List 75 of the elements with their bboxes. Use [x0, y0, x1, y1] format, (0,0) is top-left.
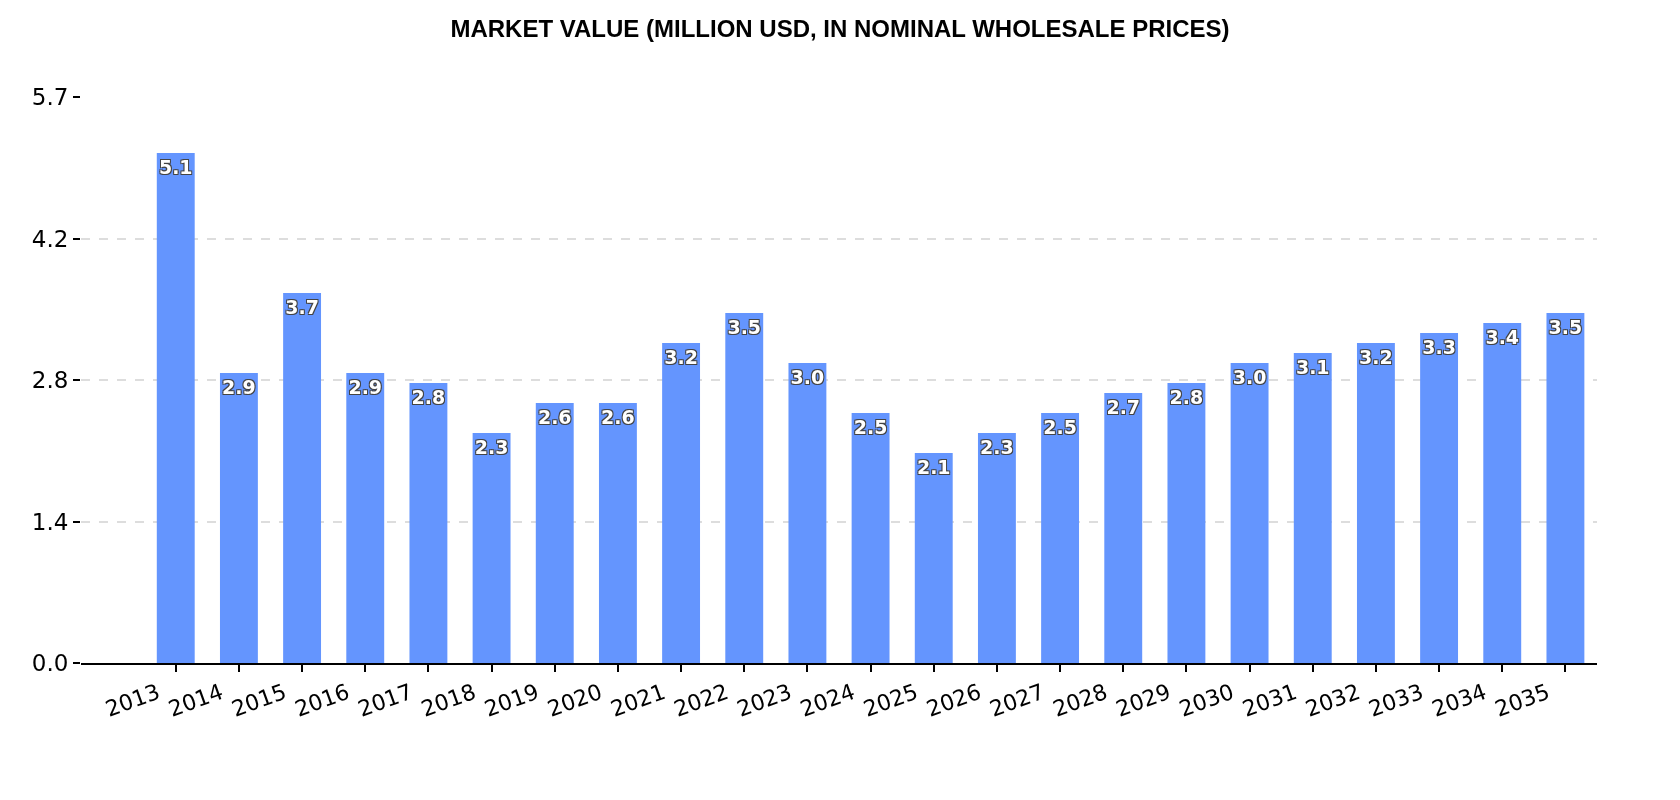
bar — [788, 363, 827, 663]
bar — [1356, 343, 1395, 663]
x-tick-label: 2024 — [796, 678, 859, 722]
bar — [156, 153, 195, 663]
bar — [1041, 413, 1080, 663]
data-label: 2.9 — [348, 376, 383, 398]
data-label: 3.4 — [1485, 326, 1520, 348]
data-label: 3.7 — [285, 296, 319, 318]
x-tick-label: 2025 — [860, 678, 922, 722]
x-tick-label: 2013 — [102, 678, 164, 722]
data-label: 3.0 — [1232, 366, 1267, 388]
bar — [1230, 363, 1269, 663]
x-tick-label: 2021 — [607, 678, 669, 722]
bar — [1546, 313, 1585, 663]
bar — [1483, 323, 1522, 663]
bar — [346, 373, 385, 663]
bar — [598, 403, 637, 663]
x-tick-label: 2015 — [228, 678, 290, 722]
data-label: 3.3 — [1422, 336, 1456, 358]
x-tick-label: 2028 — [1049, 678, 1111, 722]
data-label: 3.2 — [664, 346, 698, 368]
data-label: 2.1 — [916, 456, 951, 478]
x-tick-label: 2035 — [1491, 678, 1553, 722]
x-tick-label: 2030 — [1175, 678, 1238, 722]
y-tick-label: 1.4 — [31, 508, 69, 535]
bar — [283, 293, 322, 663]
x-tick-label: 2031 — [1239, 678, 1301, 722]
x-tick-label: 2017 — [354, 678, 416, 722]
x-tick-label: 2016 — [291, 678, 353, 722]
data-label: 5.1 — [158, 156, 193, 178]
x-tick-label: 2023 — [733, 678, 795, 722]
y-tick-label: 5.7 — [31, 84, 69, 111]
bar — [1420, 333, 1459, 663]
data-label: 2.6 — [537, 406, 572, 428]
x-tick-label: 2027 — [986, 678, 1048, 722]
data-label: 3.1 — [1295, 356, 1330, 378]
bar — [914, 453, 953, 663]
data-label: 2.9 — [222, 376, 256, 398]
x-tick-label: 2032 — [1302, 678, 1364, 722]
bar — [977, 433, 1016, 663]
bar — [851, 413, 890, 663]
bar — [1167, 383, 1206, 663]
chart-title: MARKET VALUE (MILLION USD, IN NOMINAL WHOLESALE PRICES) — [450, 14, 1230, 42]
x-tick-label: 2034 — [1428, 678, 1490, 722]
x-tick-label: 2019 — [481, 678, 543, 722]
data-label: 3.5 — [727, 316, 762, 338]
x-tick-label: 2033 — [1365, 678, 1427, 722]
y-tick-label: 4.2 — [31, 225, 69, 252]
data-label: 2.8 — [1169, 386, 1204, 408]
x-tick-label: 2026 — [923, 678, 985, 722]
bar — [219, 373, 258, 663]
data-label: 2.3 — [474, 436, 509, 458]
data-label: 2.3 — [980, 436, 1014, 458]
bar — [662, 343, 701, 663]
bar — [1293, 353, 1332, 663]
bar — [472, 433, 511, 663]
data-label: 2.5 — [1043, 416, 1077, 438]
y-tick-label: 0.0 — [31, 650, 69, 677]
x-tick-label: 2014 — [165, 678, 227, 722]
bar — [409, 383, 448, 663]
data-label: 2.7 — [1106, 396, 1141, 418]
data-label: 3.0 — [790, 366, 825, 388]
x-tick-label: 2018 — [417, 678, 480, 722]
data-label: 2.6 — [601, 406, 635, 428]
data-label: 2.8 — [411, 386, 446, 408]
x-tick-label: 2029 — [1112, 678, 1174, 722]
x-tick-label: 2022 — [670, 678, 732, 722]
data-label: 3.2 — [1359, 346, 1393, 368]
bar — [1104, 393, 1143, 663]
x-tick-label: 2020 — [544, 678, 606, 722]
bar — [725, 313, 764, 663]
y-tick-label: 2.8 — [31, 367, 69, 394]
data-label: 3.5 — [1548, 316, 1583, 338]
data-label: 2.5 — [853, 416, 888, 438]
bar — [535, 403, 574, 663]
